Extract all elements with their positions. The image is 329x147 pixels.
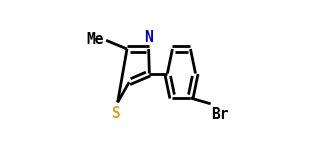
Text: Br: Br: [211, 107, 229, 122]
Text: Me: Me: [87, 32, 104, 47]
Text: N: N: [144, 30, 153, 45]
Text: S: S: [111, 106, 120, 121]
